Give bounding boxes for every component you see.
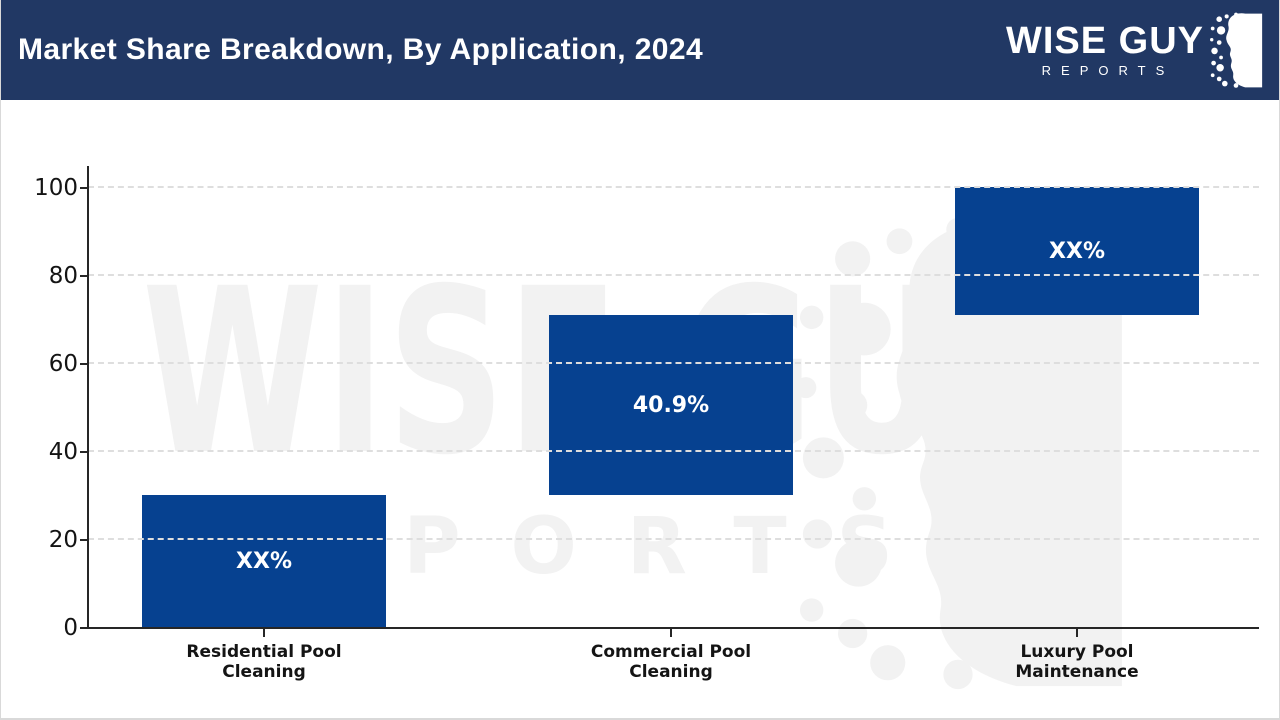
y-tick-label: 100: [34, 175, 78, 201]
gridline: [88, 450, 1259, 452]
gridline: [88, 186, 1259, 188]
x-category-label: Residential Pool Cleaning: [124, 642, 404, 682]
gridline: [88, 274, 1259, 276]
x-category-label: Commercial Pool Cleaning: [531, 642, 811, 682]
watermark-layer: WISE GUY REPORTS: [0, 100, 1280, 720]
chart-canvas: WISE GUY REPORTS XX% 40.9% XX% 0 20 40 60 80 100…: [0, 100, 1280, 720]
x-tick-mark: [263, 629, 265, 637]
x-category-line2: Maintenance: [1015, 662, 1139, 682]
gridline: [88, 362, 1259, 364]
x-category-line1: Luxury Pool: [1020, 642, 1134, 662]
y-axis-line: [87, 166, 89, 629]
y-tick-label: 80: [48, 263, 78, 289]
x-category-line2: Cleaning: [222, 662, 306, 682]
gridline: [88, 538, 1259, 540]
x-category-line1: Residential Pool: [186, 642, 342, 662]
y-tick-mark: [80, 539, 87, 541]
x-tick-mark: [1076, 629, 1078, 637]
x-category-line1: Commercial Pool: [590, 642, 752, 662]
bar-segment: 40.9%: [549, 315, 793, 495]
chart-title: Market Share Breakdown, By Application, …: [18, 33, 704, 66]
bar-value-label: XX%: [1049, 238, 1105, 264]
bar-segment: XX%: [955, 187, 1199, 316]
x-tick-mark: [670, 629, 672, 637]
y-tick-label: 60: [48, 351, 78, 377]
logo-wordmark-block: WISE GUY REPORTS: [1006, 22, 1204, 78]
y-tick-mark: [80, 451, 87, 453]
header-bar: Market Share Breakdown, By Application, …: [0, 0, 1280, 100]
logo-wordmark: WISE GUY: [1005, 20, 1204, 62]
y-tick-label: 0: [63, 615, 78, 641]
bar-value-label: 40.9%: [632, 392, 710, 418]
x-category-line2: Cleaning: [629, 662, 713, 682]
bar-value-label: XX%: [236, 548, 292, 574]
x-category-label: Luxury Pool Maintenance: [937, 642, 1217, 682]
wise-guy-logo: WISE GUY REPORTS: [1006, 11, 1264, 89]
logo-dotted-face-icon: [1210, 12, 1263, 88]
y-tick-mark: [80, 187, 87, 189]
bar-segment: XX%: [142, 495, 386, 627]
y-tick-label: 20: [48, 527, 78, 553]
logo-subtitle: REPORTS: [1041, 63, 1175, 78]
y-tick-label: 40: [48, 439, 78, 465]
y-tick-mark: [80, 627, 87, 629]
y-tick-mark: [80, 275, 87, 277]
x-axis-line: [87, 627, 1259, 629]
y-tick-mark: [80, 363, 87, 365]
